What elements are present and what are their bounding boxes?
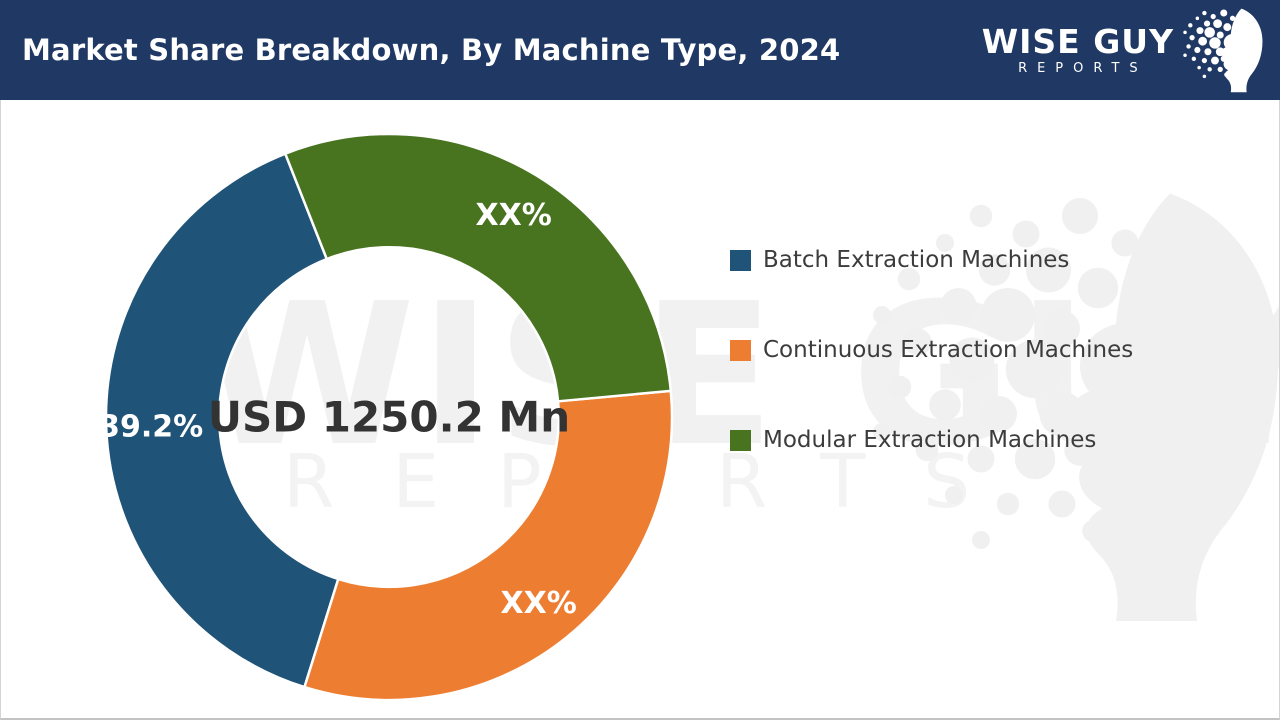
page-title: Market Share Breakdown, By Machine Type,… (22, 33, 841, 67)
slice-label-0: 39.2% (99, 409, 203, 444)
legend: Batch Extraction Machines Continuous Ext… (730, 248, 1133, 518)
donut-slice-2 (284, 132, 673, 403)
brand-logo: WISE GUY REPORTS (982, 6, 1266, 94)
legend-item-batch: Batch Extraction Machines (730, 248, 1133, 272)
donut-chart: 39.2% XX% XX% (99, 132, 674, 702)
legend-label: Batch Extraction Machines (763, 246, 1070, 273)
legend-swatch-batch (730, 249, 751, 271)
donut-slice-0 (104, 152, 340, 689)
legend-swatch-modular (730, 429, 751, 451)
slice-label-1: XX% (500, 586, 576, 621)
chart-area: WISE GUY REPORTS 39.2%XX%XX% USD 1250.2 … (0, 100, 1280, 720)
legend-item-modular: Modular Extraction Machines (730, 428, 1133, 452)
header-bar: Market Share Breakdown, By Machine Type,… (0, 0, 1280, 100)
legend-swatch-continuous (730, 339, 751, 361)
wiseguy-face-icon (1183, 8, 1263, 93)
legend-item-continuous: Continuous Extraction Machines (730, 338, 1133, 362)
brand-subname: REPORTS (1018, 61, 1148, 76)
donut-slice-1 (303, 389, 674, 702)
brand-wordmark: WISE GUY REPORTS (982, 25, 1174, 75)
donut-center-label: USD 1250.2 Mn (207, 392, 571, 442)
legend-label: Modular Extraction Machines (763, 426, 1097, 453)
slice-label-2: XX% (476, 198, 552, 233)
brand-name: WISE GUY (981, 22, 1174, 61)
legend-label: Continuous Extraction Machines (763, 336, 1134, 363)
